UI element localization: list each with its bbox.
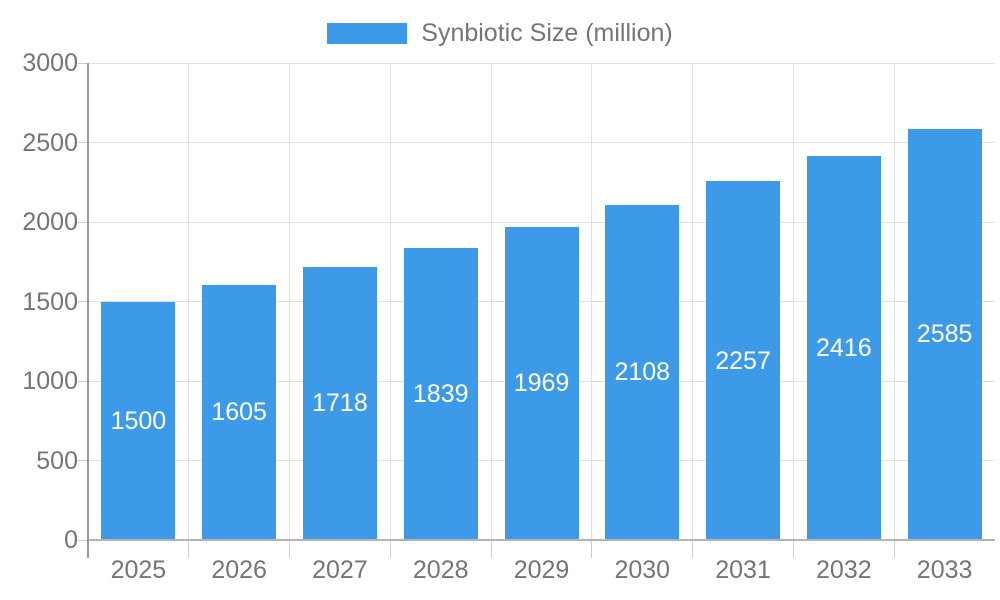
x-gridline [188, 63, 190, 540]
y-axis-tick [78, 380, 88, 382]
x-axis-tick [490, 540, 492, 558]
x-axis-label: 2028 [412, 556, 469, 584]
legend: Synbiotic Size (million) [0, 18, 1000, 47]
x-gridline [692, 63, 694, 540]
bar[interactable]: 1605 [202, 284, 277, 540]
y-axis-tick [78, 62, 88, 64]
y-axis-label: 0 [64, 526, 78, 554]
bar-value-label: 2416 [816, 333, 872, 362]
x-axis-label: 2025 [110, 556, 167, 584]
x-axis-tick [692, 540, 694, 558]
x-gridline [289, 63, 291, 540]
bar[interactable]: 2108 [605, 204, 680, 540]
y-gridline [88, 142, 995, 143]
bar[interactable]: 1839 [403, 247, 478, 540]
x-axis-label: 2033 [916, 556, 973, 584]
x-axis-tick [792, 540, 794, 558]
bar[interactable]: 1969 [504, 226, 579, 540]
y-axis-tick [78, 301, 88, 302]
x-axis-line [88, 539, 995, 541]
bar[interactable]: 2257 [706, 181, 781, 540]
x-axis-tick [893, 540, 895, 558]
y-axis-tick [78, 539, 88, 541]
x-axis-tick [289, 540, 291, 558]
bar-value-label: 2585 [916, 320, 973, 349]
x-axis-tick [188, 540, 190, 558]
bar[interactable]: 2585 [907, 128, 982, 540]
x-axis-label: 2027 [312, 556, 368, 584]
x-axis-tick [591, 540, 593, 558]
y-axis-tick [78, 221, 88, 223]
y-axis-label: 3000 [22, 49, 78, 77]
y-axis-tick [78, 460, 88, 461]
x-axis-label: 2032 [816, 556, 872, 584]
x-gridline [490, 63, 492, 540]
x-axis-label: 2026 [211, 556, 267, 584]
x-gridline [591, 63, 593, 540]
y-axis-line [87, 63, 89, 558]
y-axis-label: 500 [36, 446, 78, 475]
y-axis-label: 2500 [22, 128, 78, 157]
y-axis-label: 1500 [22, 287, 78, 316]
bar[interactable]: 1718 [302, 266, 377, 540]
x-axis-label: 2029 [513, 556, 570, 584]
x-axis-label: 2030 [614, 556, 671, 584]
bar[interactable]: 2416 [806, 155, 881, 540]
y-gridline [88, 221, 995, 223]
bar-value-label: 1500 [110, 406, 167, 435]
legend-swatch-icon[interactable] [327, 22, 408, 44]
legend-label[interactable]: Synbiotic Size (million) [421, 18, 673, 47]
x-gridline [792, 63, 794, 540]
y-axis-label: 2000 [22, 208, 78, 236]
bar-value-label: 1839 [412, 379, 469, 408]
bar-value-label: 2257 [715, 346, 771, 375]
bar[interactable]: 1500 [101, 301, 176, 540]
x-axis-label: 2031 [715, 556, 771, 584]
bar-value-label: 1605 [211, 398, 267, 427]
y-gridline [88, 62, 995, 64]
bar-value-label: 1969 [513, 369, 570, 398]
bar-value-label: 1718 [312, 389, 368, 418]
bar-value-label: 2108 [614, 358, 671, 387]
x-axis-tick [389, 540, 391, 558]
y-axis-label: 1000 [22, 367, 78, 395]
x-gridline [893, 63, 895, 540]
y-axis-tick [78, 142, 88, 143]
x-gridline [389, 63, 391, 540]
